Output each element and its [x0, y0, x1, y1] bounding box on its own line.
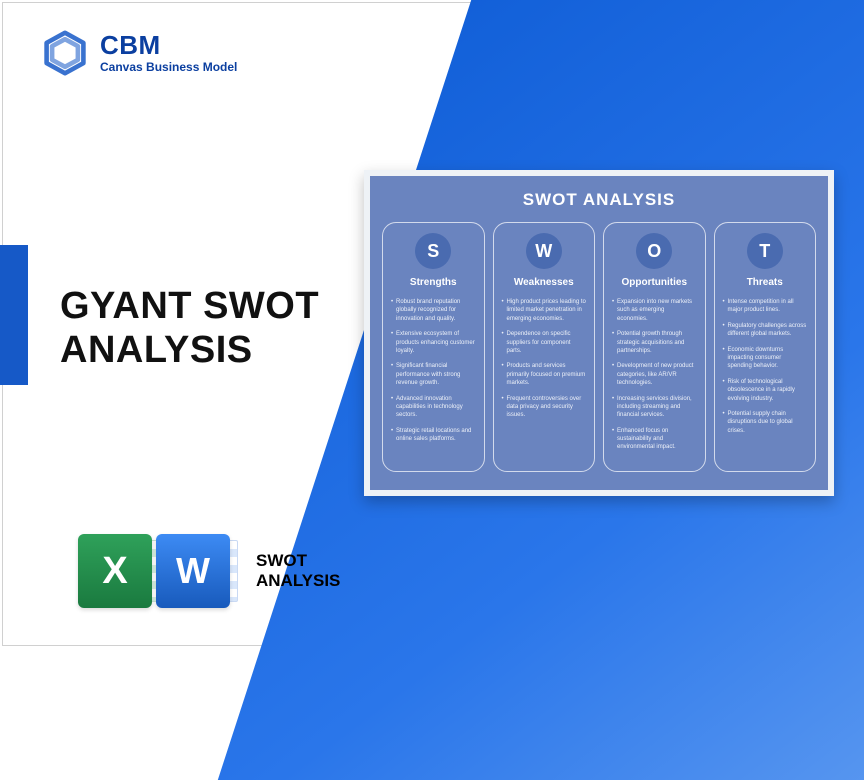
swot-bullet: Extensive ecosystem of products enhancin… — [391, 330, 476, 355]
brand-subtitle: Canvas Business Model — [100, 60, 237, 74]
swot-bullet: Potential supply chain disruptions due t… — [723, 410, 808, 435]
swot-column-opportunities: O Opportunities Expansion into new markets… — [603, 222, 706, 472]
swot-bullet: Potential growth through strategic acqui… — [612, 330, 697, 355]
swot-bullet-list: Expansion into new markets such as emerg… — [612, 298, 697, 459]
swot-letter-circle: S — [415, 233, 451, 269]
swot-bullet: Products and services primarily focused … — [502, 362, 587, 387]
swot-bullet: Robust brand reputation globally recogni… — [391, 298, 476, 323]
swot-bullet: Expansion into new markets such as emerg… — [612, 298, 697, 323]
swot-bullet: Risk of technological obsolescence in a … — [723, 378, 808, 403]
brand-logo: CBM Canvas Business Model — [42, 30, 237, 76]
brand-name: CBM — [100, 32, 237, 58]
swot-letter-circle: W — [526, 233, 562, 269]
title-line-2: ANALYSIS — [60, 329, 319, 373]
excel-icon: X — [78, 534, 152, 608]
title-line-1: GYANT SWOT — [60, 285, 319, 329]
swot-letter-circle: O — [636, 233, 672, 269]
swot-bullet: Economic downturns impacting consumer sp… — [723, 346, 808, 371]
swot-bullet-list: High product prices leading to limited m… — [502, 298, 587, 427]
swot-bullet-list: Robust brand reputation globally recogni… — [391, 298, 476, 450]
page-title: GYANT SWOT ANALYSIS — [60, 285, 319, 372]
swot-column-threats: T Threats Intense competition in all major… — [714, 222, 817, 472]
icon-row-label: SWOT ANALYSIS — [256, 551, 340, 592]
swot-column-heading: Weaknesses — [514, 277, 574, 288]
swot-bullet: Development of new product categories, l… — [612, 362, 697, 387]
swot-bullet: High product prices leading to limited m… — [502, 298, 587, 323]
swot-column-heading: Opportunities — [621, 277, 687, 288]
swot-column-heading: Threats — [747, 277, 783, 288]
hexagon-icon — [42, 30, 88, 76]
swot-columns: S Strengths Robust brand reputation global… — [382, 222, 816, 472]
word-icon: W — [156, 534, 230, 608]
swot-bullet: Increasing services division, including … — [612, 395, 697, 420]
swot-column-heading: Strengths — [410, 277, 457, 288]
swot-bullet: Regulatory challenges across different g… — [723, 322, 808, 339]
swot-card: SWOT ANALYSIS S Strengths Robust brand rep… — [364, 170, 834, 496]
swot-card-title: SWOT ANALYSIS — [382, 190, 816, 210]
swot-bullet: Strategic retail locations and online sa… — [391, 427, 476, 444]
swot-bullet: Frequent controversies over data privacy… — [502, 395, 587, 420]
swot-bullet: Enhanced focus on sustainability and env… — [612, 427, 697, 452]
swot-letter-circle: T — [747, 233, 783, 269]
swot-bullet: Intense competition in all major product… — [723, 298, 808, 315]
swot-bullet-list: Intense competition in all major product… — [723, 298, 808, 442]
swot-column-weaknesses: W Weaknesses High product prices leading t… — [493, 222, 596, 472]
swot-column-strengths: S Strengths Robust brand reputation global… — [382, 222, 485, 472]
accent-bar — [0, 245, 28, 385]
file-icons-row: X W SWOT ANALYSIS — [78, 534, 340, 608]
swot-bullet: Advanced innovation capabilities in tech… — [391, 395, 476, 420]
swot-bullet: Significant financial performance with s… — [391, 362, 476, 387]
swot-bullet: Dependence on specific suppliers for com… — [502, 330, 587, 355]
